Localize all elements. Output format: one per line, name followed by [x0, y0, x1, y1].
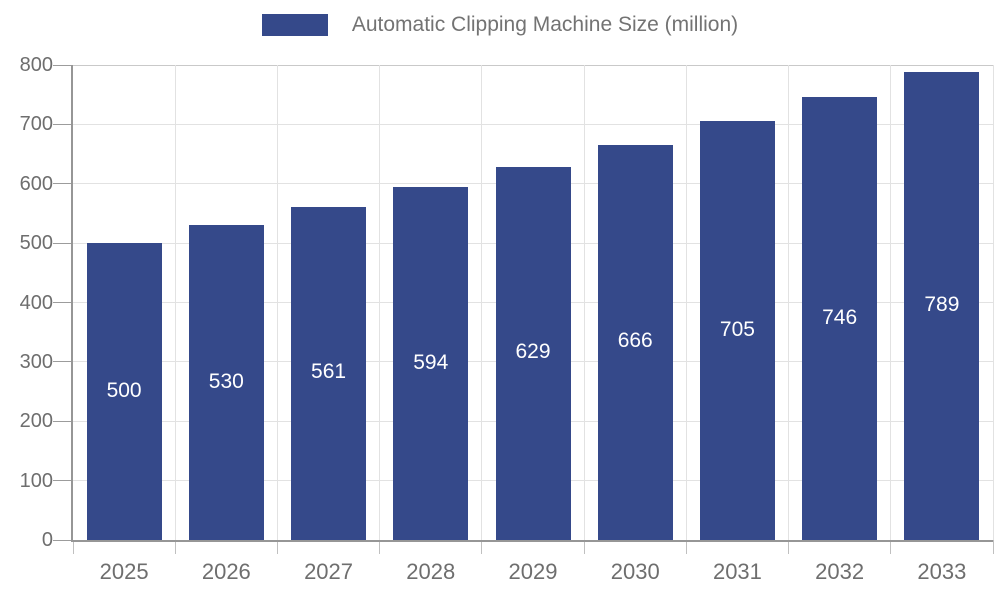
y-axis-label: 0	[41, 529, 53, 551]
y-gridline	[73, 64, 993, 66]
x-axis-tick	[992, 540, 994, 554]
x-gridline	[276, 65, 278, 540]
bar[interactable]	[86, 243, 162, 540]
x-axis-label: 2028	[406, 559, 456, 584]
x-axis-tick	[174, 540, 176, 554]
y-axis-tick	[53, 123, 73, 125]
x-axis-tick	[685, 540, 687, 554]
x-axis-tick	[481, 540, 483, 554]
x-axis-label: 2026	[201, 559, 251, 584]
x-gridline	[481, 65, 483, 540]
y-axis-label: 100	[19, 469, 53, 492]
y-axis-tick	[53, 302, 73, 303]
x-gridline	[174, 65, 176, 540]
x-axis-tick	[379, 540, 381, 554]
bar[interactable]	[699, 121, 775, 540]
x-axis-label: 2025	[99, 559, 149, 584]
axis-lines	[71, 65, 993, 542]
x-gridline	[890, 65, 892, 540]
bar[interactable]	[188, 225, 264, 540]
y-axis-tick	[53, 183, 73, 185]
y-axis-tick	[53, 539, 73, 541]
x-gridline	[379, 65, 381, 540]
legend-label: Automatic Clipping Machine Size (million…	[351, 13, 739, 36]
x-axis-label: 2027	[304, 559, 354, 584]
x-axis-label: 2031	[712, 559, 762, 584]
x-axis-tick	[890, 540, 892, 554]
bar[interactable]	[495, 166, 571, 540]
y-axis-label: 800	[19, 54, 53, 76]
x-gridline	[992, 65, 994, 540]
y-axis-label: 700	[19, 113, 53, 136]
x-axis-tick	[276, 540, 278, 554]
x-gridline	[788, 65, 790, 540]
bar[interactable]	[597, 144, 673, 540]
x-gridline	[685, 65, 687, 540]
y-axis-tick	[53, 480, 73, 482]
bar[interactable]	[802, 97, 878, 540]
chart-legend[interactable]: Automatic Clipping Machine Size (million…	[0, 13, 1000, 37]
y-gridline	[73, 123, 993, 125]
bar[interactable]	[291, 206, 367, 540]
y-axis-tick	[53, 242, 73, 244]
legend-swatch	[261, 14, 328, 36]
y-axis-tick	[53, 361, 73, 363]
y-axis-label: 600	[19, 172, 53, 195]
x-axis-label: 2029	[508, 559, 558, 584]
x-axis-tick	[583, 540, 585, 554]
y-axis-tick	[53, 64, 73, 66]
y-axis-label: 400	[19, 291, 53, 314]
x-axis-label: 2030	[610, 559, 660, 584]
x-axis-tick	[72, 540, 74, 554]
y-axis-tick	[53, 420, 73, 422]
x-axis-tick	[788, 540, 790, 554]
y-axis-label: 500	[19, 232, 53, 255]
bar[interactable]	[904, 71, 980, 540]
x-gridline	[583, 65, 585, 540]
y-axis-label: 300	[19, 350, 53, 373]
x-axis-label: 2032	[815, 559, 865, 584]
y-axis-label: 200	[19, 410, 53, 433]
bar[interactable]	[393, 187, 469, 540]
x-axis-label: 2033	[917, 559, 967, 584]
